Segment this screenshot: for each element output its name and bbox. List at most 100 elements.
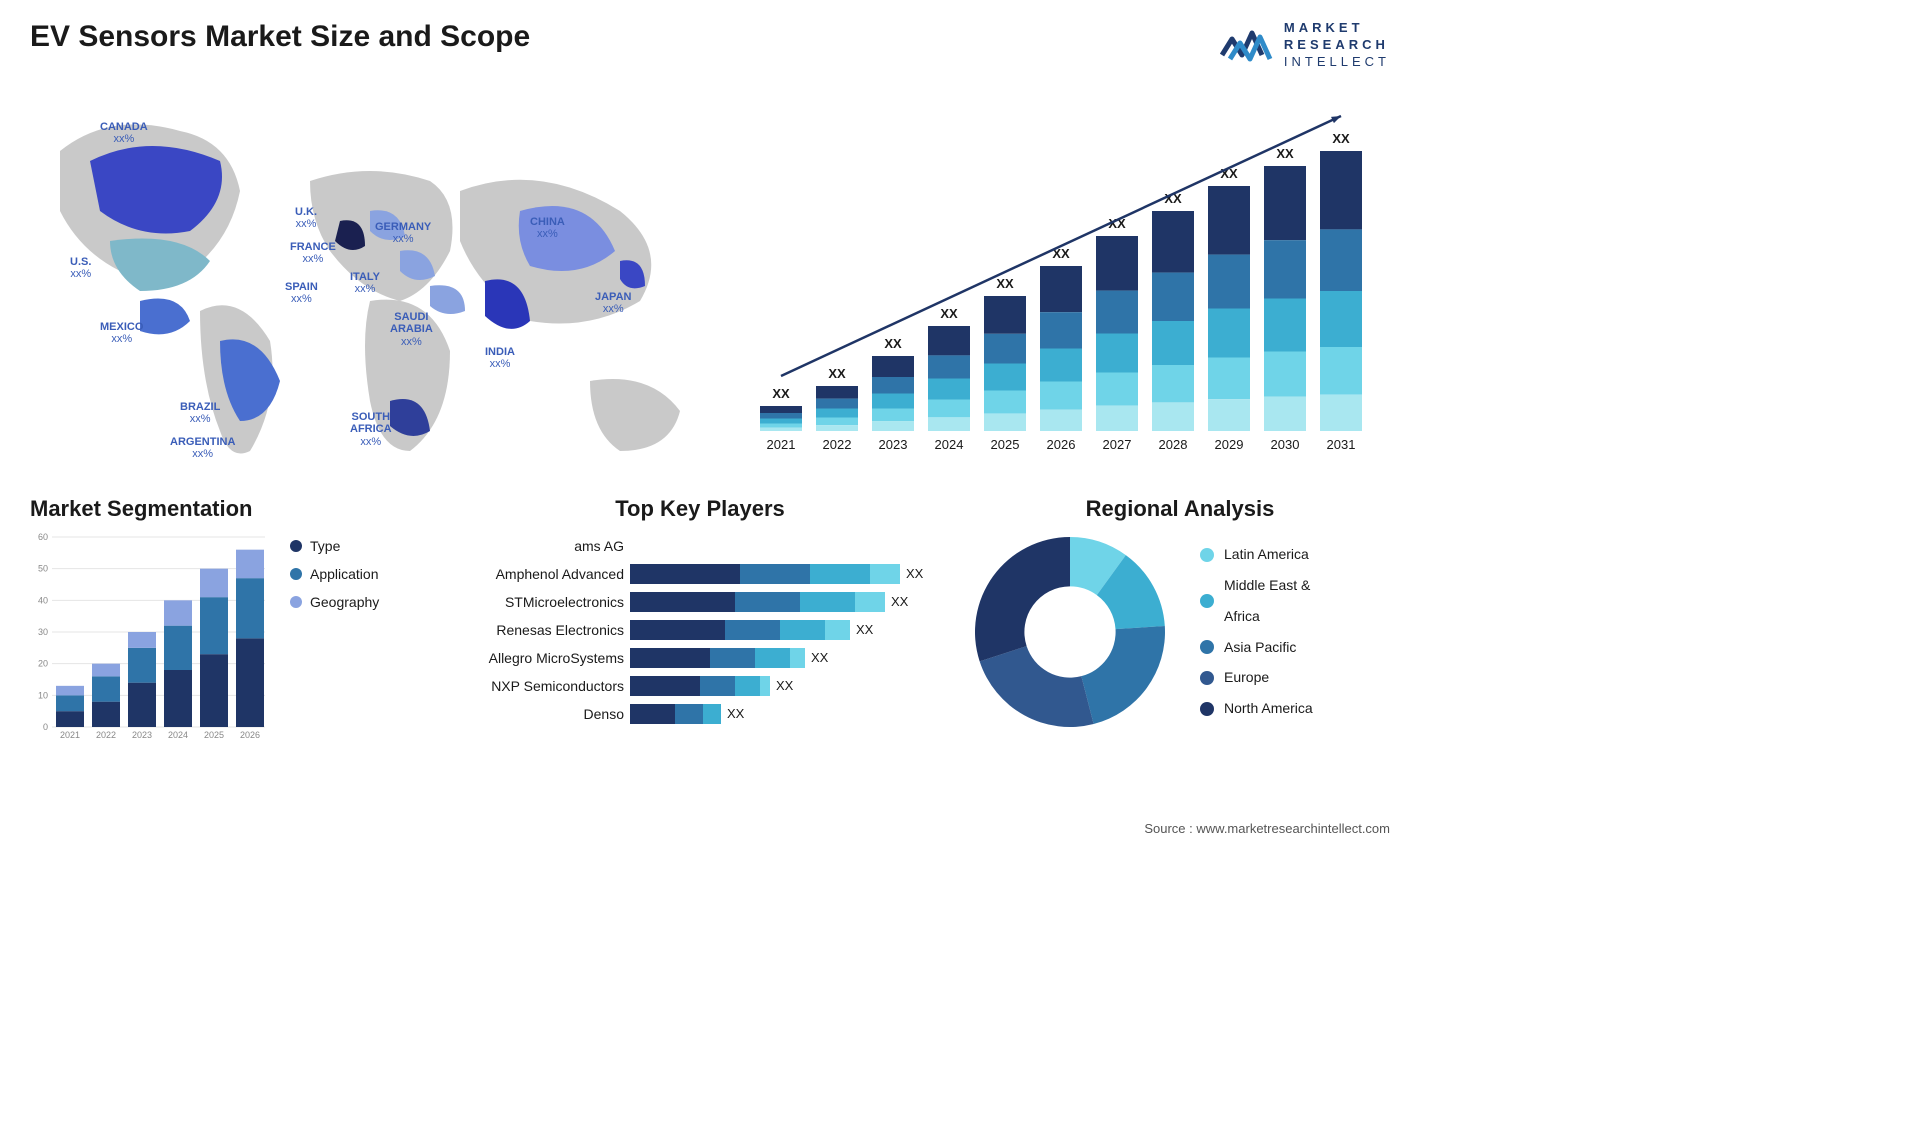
svg-text:10: 10 [38,690,48,700]
key-players-title: Top Key Players [460,496,940,522]
player-name: Denso [460,706,630,722]
svg-text:2027: 2027 [1103,437,1132,452]
player-name: NXP Semiconductors [460,678,630,694]
player-bar [630,620,850,640]
svg-text:2028: 2028 [1159,437,1188,452]
player-name: ams AG [460,538,630,554]
legend-swatch-icon [1200,548,1214,562]
svg-text:50: 50 [38,563,48,573]
regional-legend-item: Latin America [1200,539,1313,570]
growth-chart-panel: XX2021XX2022XX2023XX2024XX2025XX2026XX20… [750,91,1390,471]
svg-text:XX: XX [940,306,958,321]
svg-text:2022: 2022 [823,437,852,452]
segmentation-legend-item: Type [290,532,379,560]
regional-legend-item: Middle East &Africa [1200,570,1313,632]
legend-swatch-icon [1200,594,1214,608]
map-label: GERMANYxx% [375,221,431,246]
player-name: STMicroelectronics [460,594,630,610]
svg-text:2025: 2025 [204,730,224,740]
svg-text:2023: 2023 [879,437,908,452]
svg-text:2024: 2024 [168,730,188,740]
legend-label: Latin America [1224,539,1309,570]
player-row: Amphenol Advanced XX [460,560,940,588]
legend-label: North America [1224,693,1313,724]
map-label: U.K.xx% [295,206,317,231]
svg-text:2026: 2026 [240,730,260,740]
legend-label: Europe [1224,662,1269,693]
logo-mark-icon [1220,25,1274,65]
svg-text:2031: 2031 [1327,437,1356,452]
regional-donut-wrap [970,532,1170,732]
legend-swatch-icon [290,596,302,608]
key-players-panel: Top Key Players ams AG Amphenol Advanced X… [460,496,940,728]
player-name: Amphenol Advanced [460,566,630,582]
svg-text:40: 40 [38,595,48,605]
regional-panel: Regional Analysis Latin AmericaMiddle Ea… [970,496,1390,732]
player-name: Allegro MicroSystems [460,650,630,666]
map-label: U.S.xx% [70,256,91,281]
segmentation-legend: TypeApplicationGeography [290,532,379,742]
regional-donut-chart [970,532,1170,732]
map-label: FRANCExx% [290,241,336,266]
player-bar-wrap: XX [630,648,940,668]
map-label: CHINAxx% [530,216,565,241]
player-value: XX [906,566,923,581]
players-list: ams AG Amphenol Advanced XX STMicroelectron… [460,532,940,728]
map-label: JAPANxx% [595,291,631,316]
map-label: SAUDIARABIAxx% [390,311,433,349]
page-title: EV Sensors Market Size and Scope [30,20,530,54]
segmentation-panel: Market Segmentation 01020304050602021202… [30,496,430,742]
map-label: SPAINxx% [285,281,318,306]
regional-title: Regional Analysis [970,496,1390,522]
legend-label: Middle East &Africa [1224,570,1310,632]
player-value: XX [891,594,908,609]
svg-text:2021: 2021 [60,730,80,740]
svg-text:2023: 2023 [132,730,152,740]
svg-text:2022: 2022 [96,730,116,740]
player-bar-wrap: XX [630,704,940,724]
segmentation-title: Market Segmentation [30,496,430,522]
player-row: Allegro MicroSystemsXX [460,644,940,672]
svg-text:XX: XX [884,336,902,351]
player-bar-wrap: XX [630,676,940,696]
player-value: XX [856,622,873,637]
player-row: NXP Semiconductors XX [460,672,940,700]
logo-text: MARKET RESEARCH INTELLECT [1284,20,1390,71]
header: EV Sensors Market Size and Scope MARKET … [30,20,1390,71]
legend-label: Geography [310,588,379,616]
legend-swatch-icon [1200,671,1214,685]
brand-logo: MARKET RESEARCH INTELLECT [1220,20,1390,71]
map-label: MEXICOxx% [100,321,143,346]
source-credit: Source : www.marketresearchintellect.com [1144,821,1390,836]
svg-text:30: 30 [38,627,48,637]
world-map-panel: CANADAxx%U.S.xx%MEXICOxx%BRAZILxx%ARGENT… [30,91,710,471]
map-label: SOUTHAFRICAxx% [350,411,392,449]
player-bar [630,592,885,612]
top-row: CANADAxx%U.S.xx%MEXICOxx%BRAZILxx%ARGENT… [30,91,1390,471]
segmentation-bar-chart: 0102030405060202120222023202420252026 [30,532,270,742]
legend-swatch-icon [290,568,302,580]
svg-text:2021: 2021 [767,437,796,452]
player-bar [630,648,805,668]
player-name: Renesas Electronics [460,622,630,638]
map-label: CANADAxx% [100,121,148,146]
growth-bar-chart: XX2021XX2022XX2023XX2024XX2025XX2026XX20… [750,91,1390,471]
regional-legend: Latin AmericaMiddle East &AfricaAsia Pac… [1200,539,1313,724]
player-row: ams AG [460,532,940,560]
player-value: XX [727,706,744,721]
svg-text:20: 20 [38,658,48,668]
player-value: XX [776,678,793,693]
player-bar [630,704,721,724]
player-bar [630,564,900,584]
player-row: Denso XX [460,700,940,728]
svg-text:2030: 2030 [1271,437,1300,452]
map-label: BRAZILxx% [180,401,220,426]
svg-text:60: 60 [38,532,48,542]
svg-text:XX: XX [1332,131,1350,146]
regional-legend-item: North America [1200,693,1313,724]
legend-label: Application [310,560,379,588]
legend-label: Type [310,532,340,560]
bottom-row: Market Segmentation 01020304050602021202… [30,496,1390,742]
svg-text:2029: 2029 [1215,437,1244,452]
segmentation-legend-item: Geography [290,588,379,616]
